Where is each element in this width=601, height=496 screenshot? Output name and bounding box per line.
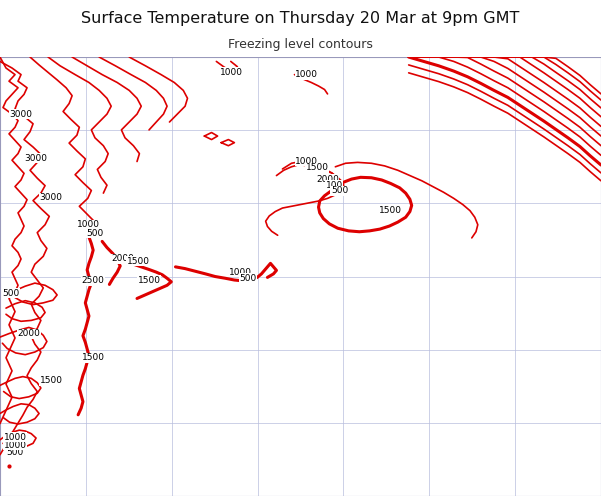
Text: 1500: 1500 <box>40 376 63 385</box>
Text: 3000: 3000 <box>25 153 47 163</box>
Text: 500: 500 <box>7 448 23 457</box>
Text: 1000: 1000 <box>78 220 100 229</box>
Text: 1500: 1500 <box>127 256 150 266</box>
Text: 500: 500 <box>239 274 256 283</box>
Text: Freezing level contours: Freezing level contours <box>228 38 373 51</box>
Text: 500: 500 <box>87 229 103 238</box>
Text: 500: 500 <box>331 186 348 195</box>
Text: 1500: 1500 <box>379 206 402 215</box>
Text: 1500: 1500 <box>306 163 329 172</box>
Text: 2000: 2000 <box>112 254 135 263</box>
Text: 500: 500 <box>2 289 19 298</box>
Text: 1000: 1000 <box>295 70 318 79</box>
Text: 1000: 1000 <box>220 68 243 77</box>
Text: 1000: 1000 <box>4 441 26 450</box>
Text: 100: 100 <box>326 181 343 189</box>
Text: 1000: 1000 <box>229 268 252 277</box>
Text: 1000: 1000 <box>4 433 26 441</box>
Text: 1500: 1500 <box>138 276 160 285</box>
Text: 2500: 2500 <box>82 276 105 285</box>
Text: 3000: 3000 <box>40 193 63 202</box>
Text: 2000: 2000 <box>17 329 40 338</box>
Text: 1000: 1000 <box>295 157 318 166</box>
Text: 1500: 1500 <box>82 353 105 362</box>
Text: 3000: 3000 <box>10 110 32 119</box>
Text: 2000: 2000 <box>316 175 339 184</box>
Text: Surface Temperature on Thursday 20 Mar at 9pm GMT: Surface Temperature on Thursday 20 Mar a… <box>81 11 520 26</box>
